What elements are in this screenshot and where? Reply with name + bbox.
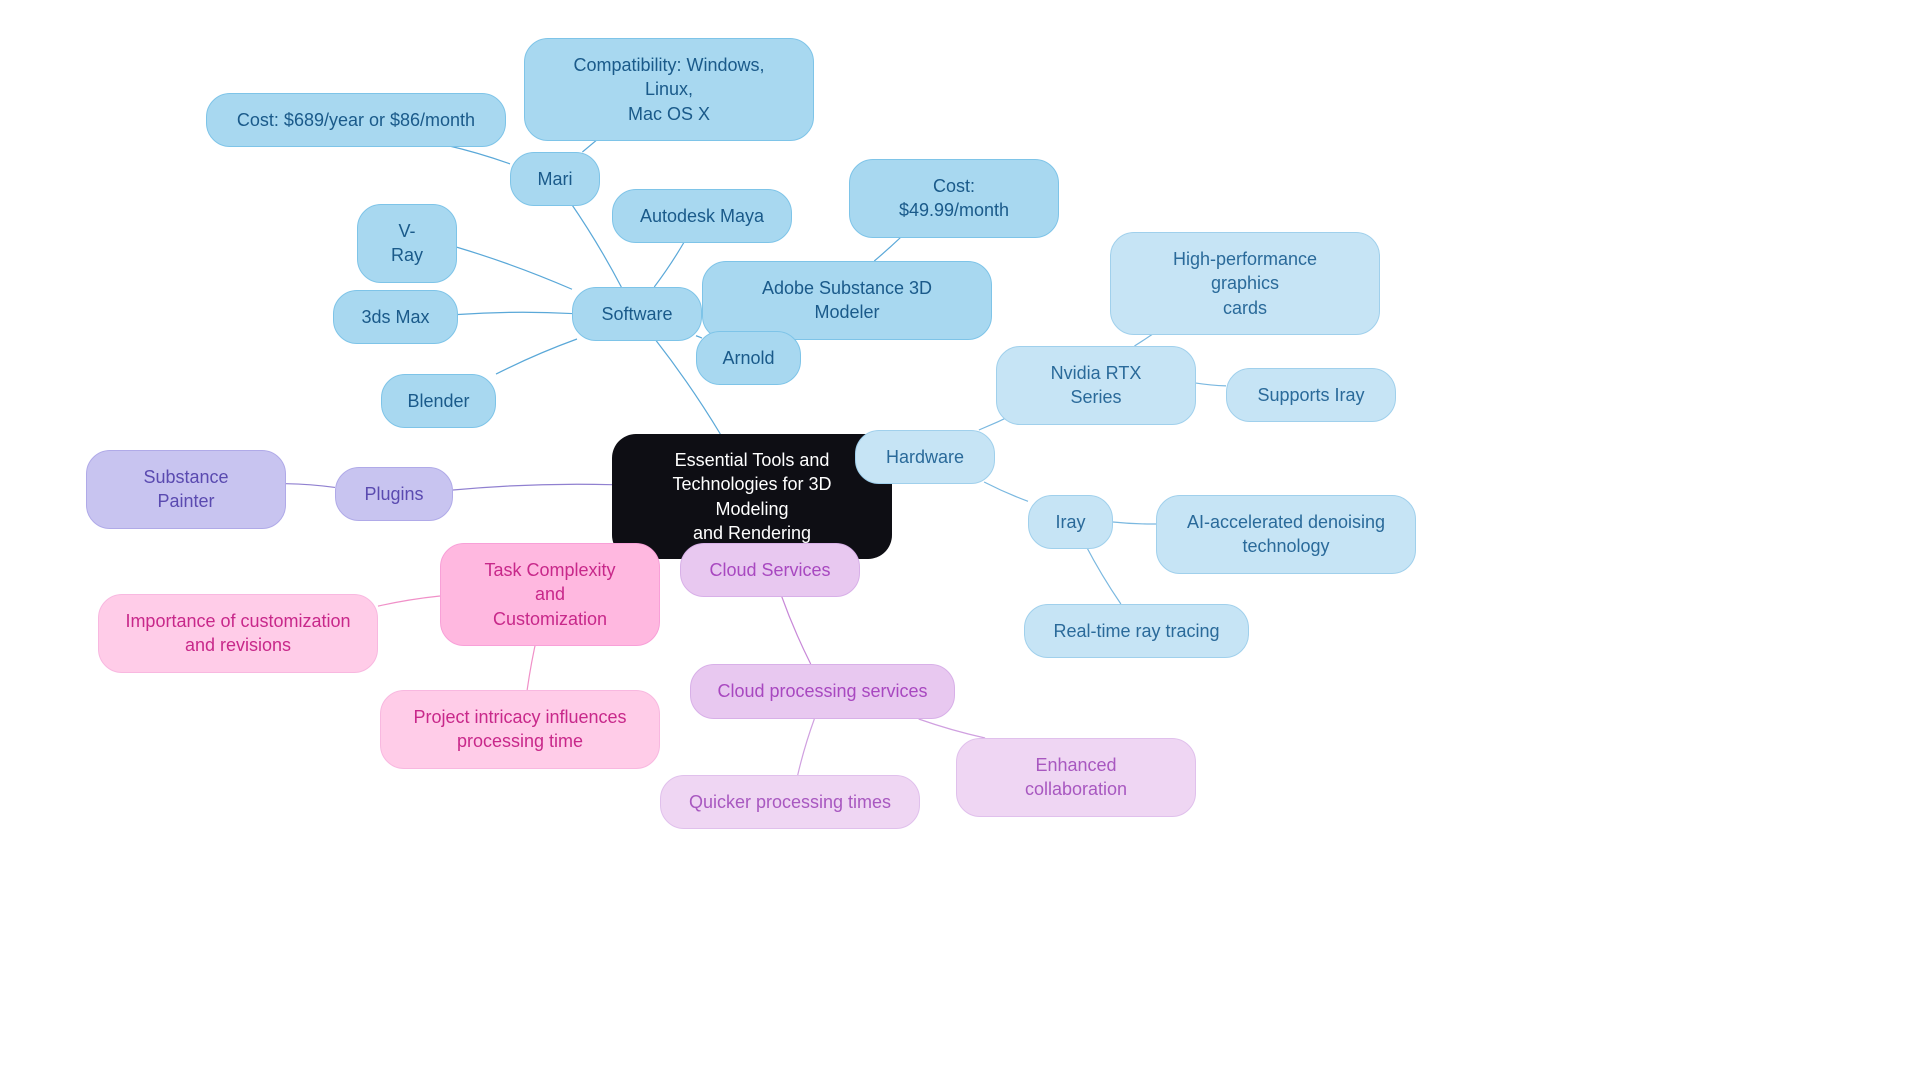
node-cloud-proc: Cloud processing services — [690, 664, 955, 719]
node-iray-rt: Real-time ray tracing — [1024, 604, 1249, 658]
edge-cloud-cloud-proc — [781, 595, 811, 664]
node-label: Project intricacy influencesprocessing t… — [413, 705, 626, 754]
node-task-intricacy: Project intricacy influencesprocessing t… — [380, 690, 660, 769]
edge-iray-iray-ai — [1113, 522, 1156, 524]
edge-software-arnold — [696, 336, 702, 338]
node-plugins: Plugins — [335, 467, 453, 521]
edge-rtx-rtx-iray — [1196, 383, 1226, 386]
node-label: High-performance graphicscards — [1137, 247, 1353, 320]
node-iray-ai: AI-accelerated denoisingtechnology — [1156, 495, 1416, 574]
edge-hardware-iray — [984, 482, 1028, 501]
edge-mari-mari-cost — [445, 145, 510, 164]
node-label: Cloud Services — [709, 558, 830, 582]
node-root: Essential Tools andTechnologies for 3D M… — [612, 434, 892, 559]
edge-software-vray — [457, 247, 572, 289]
node-label: Task Complexity andCustomization — [467, 558, 633, 631]
node-mari: Mari — [510, 152, 600, 206]
node-arnold: Arnold — [696, 331, 801, 385]
node-mari-cost: Cost: $689/year or $86/month — [206, 93, 506, 147]
node-label: AI-accelerated denoisingtechnology — [1187, 510, 1385, 559]
node-cloud-collab: Enhanced collaboration — [956, 738, 1196, 817]
node-label: Plugins — [364, 482, 423, 506]
node-3dsmax: 3ds Max — [333, 290, 458, 344]
node-rtx-iray: Supports Iray — [1226, 368, 1396, 422]
node-label: V-Ray — [384, 219, 430, 268]
node-adobe-cost: Cost: $49.99/month — [849, 159, 1059, 238]
node-label: Cost: $49.99/month — [876, 174, 1032, 223]
node-vray: V-Ray — [357, 204, 457, 283]
node-label: Nvidia RTX Series — [1023, 361, 1169, 410]
edge-cloud-proc-cloud-collab — [919, 719, 985, 738]
edge-cloud-proc-cloud-quick — [798, 719, 815, 775]
mindmap-canvas: Essential Tools andTechnologies for 3D M… — [0, 0, 1920, 1083]
node-label: Importance of customizationand revisions — [125, 609, 350, 658]
node-software: Software — [572, 287, 702, 341]
node-iray: Iray — [1028, 495, 1113, 549]
node-rtx: Nvidia RTX Series — [996, 346, 1196, 425]
node-label: Compatibility: Windows, Linux,Mac OS X — [551, 53, 787, 126]
node-maya: Autodesk Maya — [612, 189, 792, 243]
node-label: Enhanced collaboration — [983, 753, 1169, 802]
node-task-custom: Importance of customizationand revisions — [98, 594, 378, 673]
node-cloud-quick: Quicker processing times — [660, 775, 920, 829]
node-label: Mari — [538, 167, 573, 191]
node-label: Essential Tools andTechnologies for 3D M… — [638, 448, 866, 545]
node-label: Substance Painter — [113, 465, 259, 514]
edge-software-maya — [654, 241, 685, 287]
node-label: Quicker processing times — [689, 790, 891, 814]
node-label: Adobe Substance 3D Modeler — [729, 276, 965, 325]
node-label: Autodesk Maya — [640, 204, 764, 228]
node-label: Arnold — [722, 346, 774, 370]
node-label: Supports Iray — [1257, 383, 1364, 407]
node-rtx-gpu: High-performance graphicscards — [1110, 232, 1380, 335]
edge-software-blender — [496, 339, 577, 374]
node-label: 3ds Max — [361, 305, 429, 329]
edge-plugins-substance-painter — [286, 484, 335, 488]
node-label: Hardware — [886, 445, 964, 469]
node-cloud: Cloud Services — [680, 543, 860, 597]
node-label: Cost: $689/year or $86/month — [237, 108, 475, 132]
edge-iray-iray-rt — [1086, 545, 1121, 604]
node-label: Cloud processing services — [717, 679, 927, 703]
edge-software-3dsmax — [458, 312, 572, 314]
node-mari-compat: Compatibility: Windows, Linux,Mac OS X — [524, 38, 814, 141]
node-adobe: Adobe Substance 3D Modeler — [702, 261, 992, 340]
node-label: Software — [601, 302, 672, 326]
node-hardware: Hardware — [855, 430, 995, 484]
node-task: Task Complexity andCustomization — [440, 543, 660, 646]
edge-task-task-custom — [378, 596, 440, 606]
edge-root-plugins — [453, 484, 612, 490]
node-label: Real-time ray tracing — [1053, 619, 1219, 643]
node-substance-painter: Substance Painter — [86, 450, 286, 529]
node-label: Iray — [1055, 510, 1085, 534]
node-label: Blender — [407, 389, 469, 413]
node-blender: Blender — [381, 374, 496, 428]
